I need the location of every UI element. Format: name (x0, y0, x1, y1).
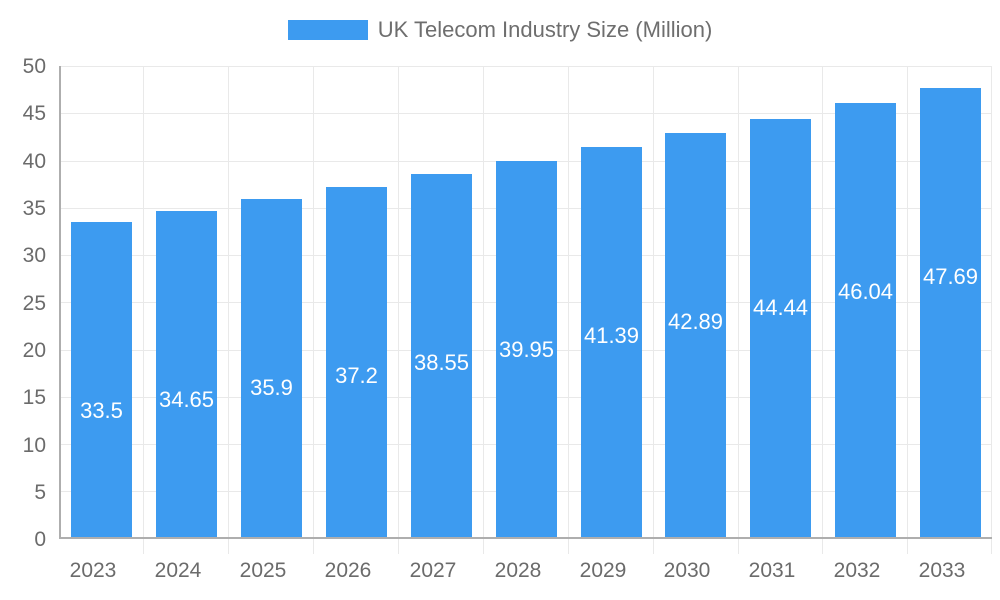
bar-value-label: 44.44 (752, 294, 809, 320)
bar[interactable]: 37.2 (326, 186, 387, 538)
y-tick-label: 15 (22, 386, 46, 409)
bar-value-label: 35.9 (250, 375, 293, 401)
chart-legend: UK Telecom Industry Size (Million) (0, 14, 1000, 46)
gridline-vertical (822, 66, 823, 554)
legend-item-uk-telecom-industry-size[interactable]: UK Telecom Industry Size (Million) (287, 17, 713, 42)
bar-value-label: 47.69 (922, 263, 979, 289)
y-tick-label: 50 (22, 55, 46, 78)
y-tick-label: 0 (34, 528, 46, 551)
bar[interactable]: 41.39 (581, 147, 642, 538)
gridline-vertical (653, 66, 654, 554)
gridline-vertical (568, 66, 569, 554)
x-axis-line (59, 537, 992, 539)
bar[interactable]: 42.89 (665, 133, 726, 538)
y-axis-tick-labels: 50 45 40 35 30 25 20 15 10 5 0 (0, 0, 46, 600)
bar[interactable]: 44.44 (750, 118, 811, 538)
y-tick-label: 25 (22, 292, 46, 315)
bar-value-label: 38.55 (413, 350, 470, 376)
y-axis-line (59, 66, 61, 539)
bar[interactable]: 38.55 (411, 174, 472, 538)
y-tick-label: 35 (22, 197, 46, 220)
bar-value-label: 37.2 (335, 362, 378, 388)
x-tick-label: 2026 (324, 559, 372, 582)
gridline-vertical (228, 66, 229, 554)
bar[interactable]: 39.95 (496, 160, 557, 538)
gridline-vertical (907, 66, 908, 554)
bar-value-label: 39.95 (498, 336, 555, 362)
x-tick-label: 2031 (748, 559, 796, 582)
x-tick-label: 2023 (69, 559, 117, 582)
x-tick-label: 2024 (154, 559, 202, 582)
bar[interactable]: 35.9 (241, 199, 302, 538)
x-tick-label: 2033 (918, 559, 966, 582)
y-tick-label: 40 (22, 150, 46, 173)
x-tick-label: 2027 (409, 559, 457, 582)
x-tick-label: 2032 (833, 559, 881, 582)
plot-area: 33.5 34.65 35.9 37.2 38.55 39.95 41.39 4… (59, 66, 992, 554)
y-tick-label: 10 (22, 434, 46, 457)
gridline-vertical (483, 66, 484, 554)
y-tick-label: 30 (22, 244, 46, 267)
bar-value-label: 34.65 (158, 386, 215, 412)
gridline-horizontal (59, 113, 992, 114)
gridline-vertical (398, 66, 399, 554)
bar-value-label: 42.89 (667, 309, 724, 335)
y-tick-label: 5 (34, 481, 46, 504)
x-tick-label: 2029 (579, 559, 627, 582)
bar[interactable]: 46.04 (835, 103, 896, 538)
gridline-horizontal (59, 66, 992, 67)
x-tick-label: 2028 (494, 559, 542, 582)
gridline-vertical (313, 66, 314, 554)
bar[interactable]: 33.5 (71, 221, 132, 538)
gridline-vertical (991, 66, 992, 554)
legend-color-swatch-icon (287, 20, 368, 40)
legend-label: UK Telecom Industry Size (Million) (377, 17, 713, 42)
y-tick-label: 45 (22, 102, 46, 125)
y-tick-label: 20 (22, 339, 46, 362)
gridline-vertical (143, 66, 144, 554)
gridline-vertical (738, 66, 739, 554)
bar-value-label: 33.5 (80, 397, 123, 423)
bar-value-label: 46.04 (837, 279, 894, 305)
bar-value-label: 41.39 (583, 323, 640, 349)
bar[interactable]: 34.65 (156, 210, 217, 538)
bar[interactable]: 47.69 (920, 87, 981, 538)
x-tick-label: 2030 (663, 559, 711, 582)
x-tick-label: 2025 (239, 559, 287, 582)
